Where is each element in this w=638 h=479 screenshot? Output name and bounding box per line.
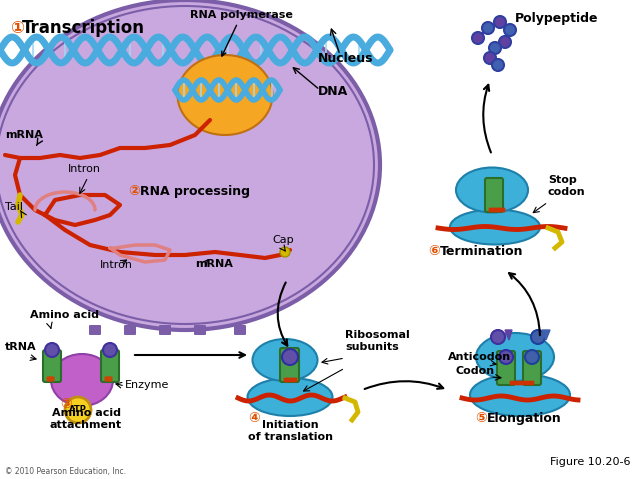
Text: tRNA: tRNA [5,342,36,352]
FancyBboxPatch shape [522,381,526,385]
Text: Elongation: Elongation [487,412,561,425]
FancyBboxPatch shape [498,208,502,212]
Text: Intron: Intron [100,260,133,270]
Text: ATP: ATP [69,406,87,414]
FancyBboxPatch shape [47,376,50,381]
Text: Anticodon: Anticodon [448,352,511,362]
Circle shape [504,24,516,36]
Text: ③: ③ [60,397,71,411]
FancyBboxPatch shape [105,376,108,381]
Text: Ribosomal
subunits: Ribosomal subunits [345,331,410,352]
Circle shape [494,16,506,28]
Ellipse shape [0,0,380,330]
FancyBboxPatch shape [43,350,61,382]
Text: DNA: DNA [318,85,348,98]
FancyBboxPatch shape [494,208,500,212]
FancyBboxPatch shape [293,378,297,382]
Text: ④: ④ [248,411,260,425]
Text: ①: ① [10,19,24,37]
Text: ⑤: ⑤ [475,411,487,425]
FancyBboxPatch shape [280,348,299,382]
Text: © 2010 Pearson Education, Inc.: © 2010 Pearson Education, Inc. [5,467,126,476]
FancyBboxPatch shape [107,376,110,381]
Ellipse shape [456,168,528,213]
Text: Amino acid
attachment: Amino acid attachment [50,409,122,430]
Circle shape [492,59,504,71]
FancyBboxPatch shape [234,325,246,335]
FancyBboxPatch shape [492,208,496,212]
FancyBboxPatch shape [284,378,288,382]
Text: ⑥: ⑥ [428,244,440,258]
Text: Initiation
of translation: Initiation of translation [248,421,333,442]
Text: Stop
codon: Stop codon [548,175,586,197]
Circle shape [472,32,484,44]
Circle shape [531,330,545,344]
FancyBboxPatch shape [497,351,515,385]
Ellipse shape [177,55,272,135]
Circle shape [484,52,496,64]
FancyBboxPatch shape [523,351,541,385]
FancyBboxPatch shape [526,381,530,385]
Ellipse shape [470,374,570,416]
Text: Termination: Termination [440,245,524,258]
Ellipse shape [51,354,113,406]
Text: Intron: Intron [68,164,101,174]
FancyBboxPatch shape [48,376,52,381]
Text: mRNA: mRNA [5,130,43,140]
FancyBboxPatch shape [290,378,294,382]
FancyBboxPatch shape [510,381,514,385]
Ellipse shape [450,209,540,244]
FancyBboxPatch shape [501,208,505,212]
Text: Tail: Tail [5,202,23,212]
FancyBboxPatch shape [489,208,493,212]
Ellipse shape [248,378,332,416]
FancyBboxPatch shape [159,325,171,335]
Circle shape [65,397,91,423]
Circle shape [280,247,290,257]
Circle shape [491,330,505,344]
Text: Cap: Cap [272,235,293,245]
Ellipse shape [253,339,318,381]
FancyBboxPatch shape [286,378,292,382]
Text: Nucleus: Nucleus [318,52,373,65]
Circle shape [282,349,298,365]
Text: RNA processing: RNA processing [140,185,250,198]
Text: Enzyme: Enzyme [125,380,169,390]
Text: Transcription: Transcription [22,19,145,37]
Circle shape [489,42,501,54]
Text: Figure 10.20-6: Figure 10.20-6 [549,457,630,467]
Circle shape [482,22,494,34]
FancyBboxPatch shape [517,381,523,385]
Circle shape [45,343,59,357]
FancyBboxPatch shape [485,178,503,212]
Ellipse shape [476,333,554,381]
FancyBboxPatch shape [514,381,518,385]
Text: mRNA: mRNA [195,259,233,269]
Polygon shape [542,330,550,340]
Text: RNA polymerase: RNA polymerase [190,10,293,56]
Text: Polypeptide: Polypeptide [515,12,598,25]
FancyBboxPatch shape [530,381,534,385]
Text: ②: ② [128,184,140,198]
FancyBboxPatch shape [50,376,54,381]
Polygon shape [505,330,512,340]
FancyBboxPatch shape [101,350,119,382]
Text: Amino acid: Amino acid [30,310,99,320]
FancyBboxPatch shape [194,325,206,335]
Circle shape [499,350,513,364]
FancyBboxPatch shape [89,325,101,335]
FancyBboxPatch shape [124,325,136,335]
Circle shape [525,350,539,364]
FancyBboxPatch shape [108,376,112,381]
Text: Codon: Codon [455,366,494,376]
Circle shape [103,343,117,357]
Circle shape [499,36,511,48]
